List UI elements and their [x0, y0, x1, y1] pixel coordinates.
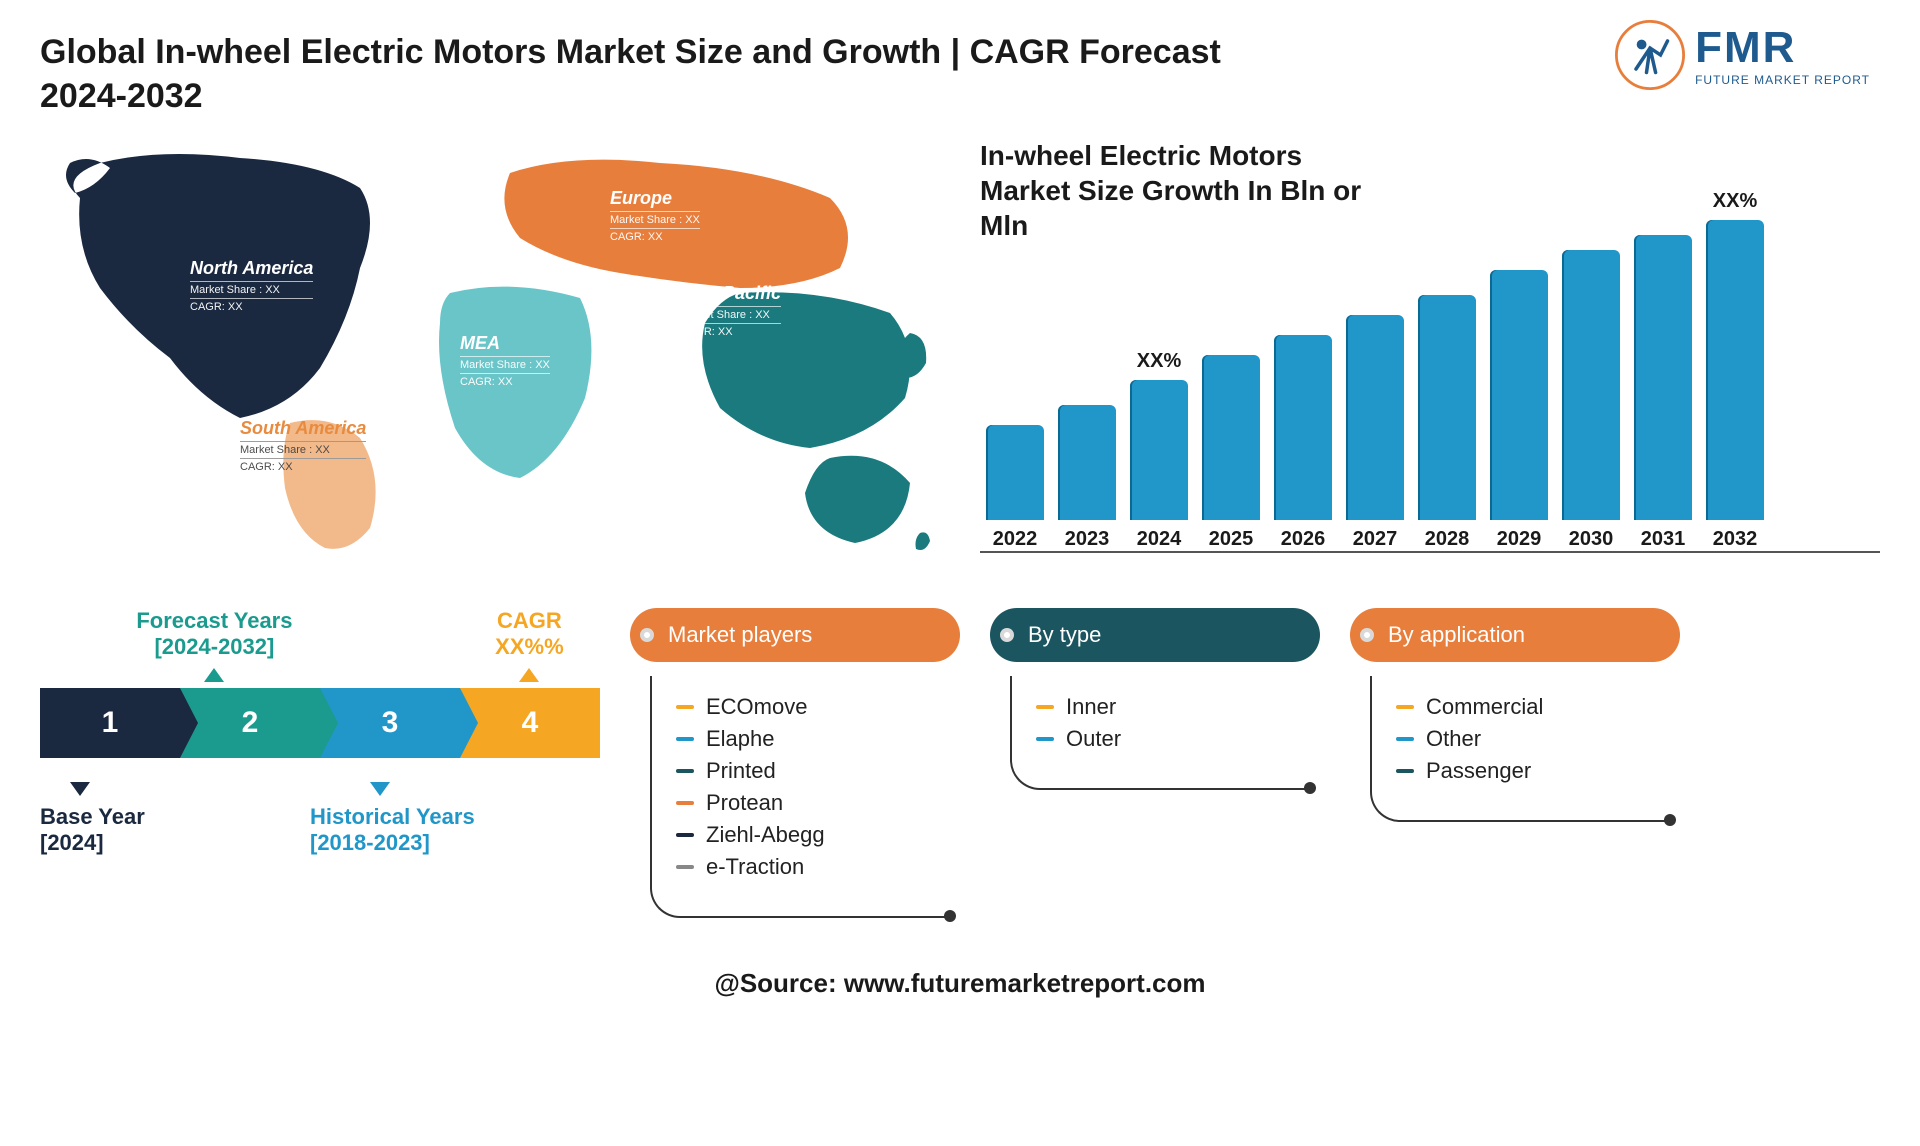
label-na: North America Market Share : XX CAGR: XX [190, 258, 313, 313]
bar [1634, 235, 1692, 520]
forecast-label: Forecast Years [2024-2032] [136, 608, 292, 686]
cat-item: Elaphe [676, 726, 954, 752]
base-label: Base Year [2024] [40, 778, 240, 856]
tick-icon [1396, 769, 1414, 773]
bar-2022: 2022 [986, 425, 1044, 551]
logo-main: FMR [1695, 23, 1870, 73]
bar [1346, 315, 1404, 520]
label-ap: Asia Pacific Market Share : XX CAGR: XX [680, 283, 781, 338]
cat-body: ECOmove Elaphe Printed Protean Ziehl-Abegg e-… [650, 676, 954, 918]
tick-icon [676, 705, 694, 709]
bar-year: 2028 [1425, 528, 1470, 551]
cat-header: By type [990, 608, 1320, 662]
dot-icon [1000, 628, 1014, 642]
cagr-label: CAGR XX%% [495, 608, 563, 686]
cat-item: Ziehl-Abegg [676, 822, 954, 848]
telescope-icon [1615, 20, 1685, 90]
tick-icon [676, 769, 694, 773]
cat-item: Outer [1036, 726, 1314, 752]
cat-header: Market players [630, 608, 960, 662]
cat-item: e-Traction [676, 854, 954, 880]
bar-chart: In-wheel Electric Motors Market Size Gro… [980, 138, 1880, 558]
tl-seg-4: 4 [460, 688, 600, 758]
cat-item: Passenger [1396, 758, 1674, 784]
dot-icon [1360, 628, 1374, 642]
timeline: Forecast Years [2024-2032] CAGR XX%% 1 2… [40, 608, 600, 856]
bar-2029: 2029 [1490, 270, 1548, 551]
bar-year: 2027 [1353, 528, 1398, 551]
bar-2025: 2025 [1202, 355, 1260, 551]
bar-year: 2031 [1641, 528, 1686, 551]
tick-icon [1036, 737, 1054, 741]
bar-2026: 2026 [1274, 335, 1332, 551]
logo-sub: FUTURE MARKET REPORT [1695, 73, 1870, 87]
bar [1274, 335, 1332, 520]
tl-seg-1: 1 [40, 688, 180, 758]
historical-label: Historical Years [2018-2023] [310, 778, 475, 856]
bar [1490, 270, 1548, 520]
cat-body: Commercial Other Passenger [1370, 676, 1674, 822]
bar-year: 2022 [993, 528, 1038, 551]
bar-year: 2023 [1065, 528, 1110, 551]
bar-year: 2029 [1497, 528, 1542, 551]
category-0: Market players ECOmove Elaphe Printed Protea… [630, 608, 960, 918]
bar [1130, 380, 1188, 520]
bar-annot: XX% [1137, 350, 1181, 373]
bar-year: 2025 [1209, 528, 1254, 551]
cat-item: Printed [676, 758, 954, 784]
cat-header: By application [1350, 608, 1680, 662]
dot-icon [640, 628, 654, 642]
bar-2031: 2031 [1634, 235, 1692, 551]
bar-2024: XX%2024 [1130, 380, 1188, 551]
bar-year: 2026 [1281, 528, 1326, 551]
bar-annot: XX% [1713, 190, 1757, 213]
tick-icon [676, 865, 694, 869]
cat-item: Commercial [1396, 694, 1674, 720]
region-nz [916, 533, 931, 551]
bar-year: 2024 [1137, 528, 1182, 551]
bar [1202, 355, 1260, 520]
bar-2028: 2028 [1418, 295, 1476, 551]
bar [1418, 295, 1476, 520]
cat-item: Other [1396, 726, 1674, 752]
tick-icon [676, 737, 694, 741]
tick-icon [676, 801, 694, 805]
cat-item: Inner [1036, 694, 1314, 720]
tick-icon [1396, 705, 1414, 709]
source-text: @Source: www.futuremarketreport.com [40, 968, 1880, 999]
timeline-bar: 1 2 3 4 [40, 688, 600, 758]
bar-2032: XX%2032 [1706, 220, 1764, 551]
bar [1562, 250, 1620, 520]
cat-item: ECOmove [676, 694, 954, 720]
bar-2030: 2030 [1562, 250, 1620, 551]
world-map: North America Market Share : XX CAGR: XX… [40, 138, 940, 558]
category-1: By type Inner Outer [990, 608, 1320, 918]
bar-year: 2032 [1713, 528, 1758, 551]
label-eu: Europe Market Share : XX CAGR: XX [610, 188, 700, 243]
bar [1706, 220, 1764, 520]
page-title: Global In-wheel Electric Motors Market S… [40, 30, 1240, 118]
cat-body: Inner Outer [1010, 676, 1314, 790]
tl-seg-3: 3 [320, 688, 460, 758]
cat-item: Protean [676, 790, 954, 816]
bar [1058, 405, 1116, 520]
tick-icon [1396, 737, 1414, 741]
tick-icon [676, 833, 694, 837]
label-mea: MEA Market Share : XX CAGR: XX [460, 333, 550, 388]
category-2: By application Commercial Other Passenger [1350, 608, 1680, 918]
label-sa: South America Market Share : XX CAGR: XX [240, 418, 366, 473]
bar [986, 425, 1044, 520]
logo: FMR FUTURE MARKET REPORT [1615, 20, 1870, 90]
tick-icon [1036, 705, 1054, 709]
bar-2027: 2027 [1346, 315, 1404, 551]
tl-seg-2: 2 [180, 688, 320, 758]
bar-year: 2030 [1569, 528, 1614, 551]
chart-title: In-wheel Electric Motors Market Size Gro… [980, 138, 1400, 243]
bar-2023: 2023 [1058, 405, 1116, 551]
